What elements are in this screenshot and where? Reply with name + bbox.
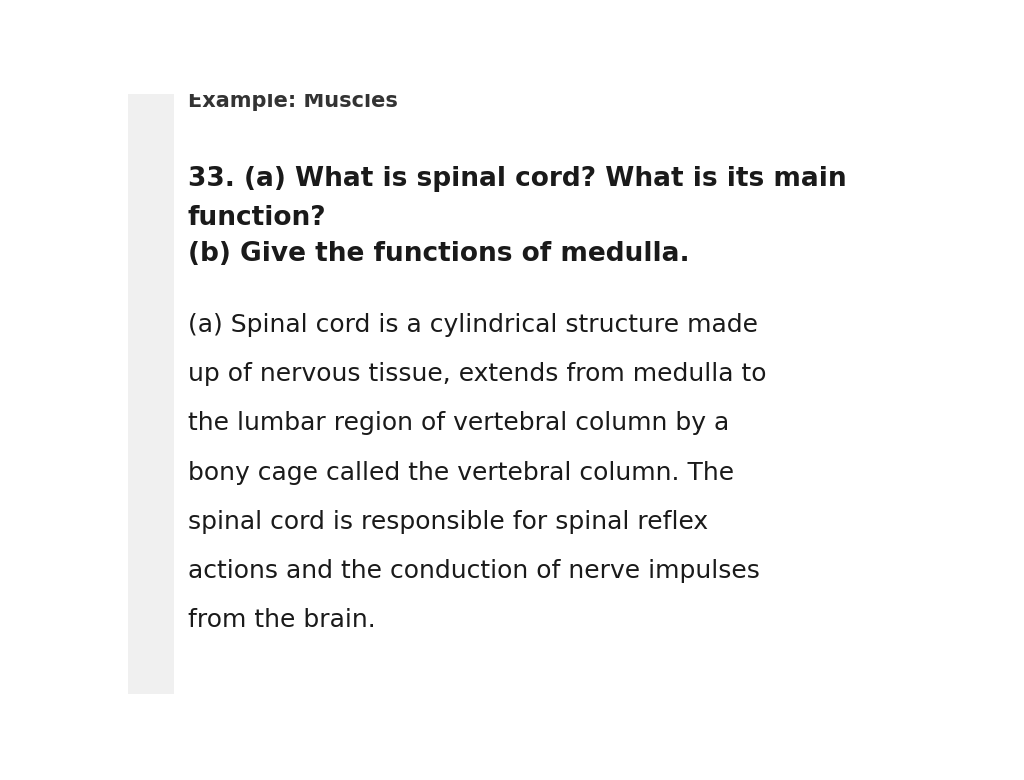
Text: up of nervous tissue, extends from medulla to: up of nervous tissue, extends from medul… [187,362,766,386]
Text: the lumbar region of vertebral column by a: the lumbar region of vertebral column by… [187,411,729,435]
Text: bony cage called the vertebral column. The: bony cage called the vertebral column. T… [187,460,733,484]
Bar [128,94,174,694]
Text: actions and the conduction of nerve impulses: actions and the conduction of nerve impu… [187,559,760,583]
Text: 33. (a) What is spinal cord? What is its main: 33. (a) What is spinal cord? What is its… [187,165,846,192]
Text: (a) Spinal cord is a cylindrical structure made: (a) Spinal cord is a cylindrical structu… [187,313,758,337]
Text: function?: function? [187,204,327,231]
Text: Example: Muscles: Example: Muscles [187,90,397,111]
Text: spinal cord is responsible for spinal reflex: spinal cord is responsible for spinal re… [187,510,708,534]
Text: from the brain.: from the brain. [187,608,375,633]
Text: (b) Give the functions of medulla.: (b) Give the functions of medulla. [187,241,689,267]
